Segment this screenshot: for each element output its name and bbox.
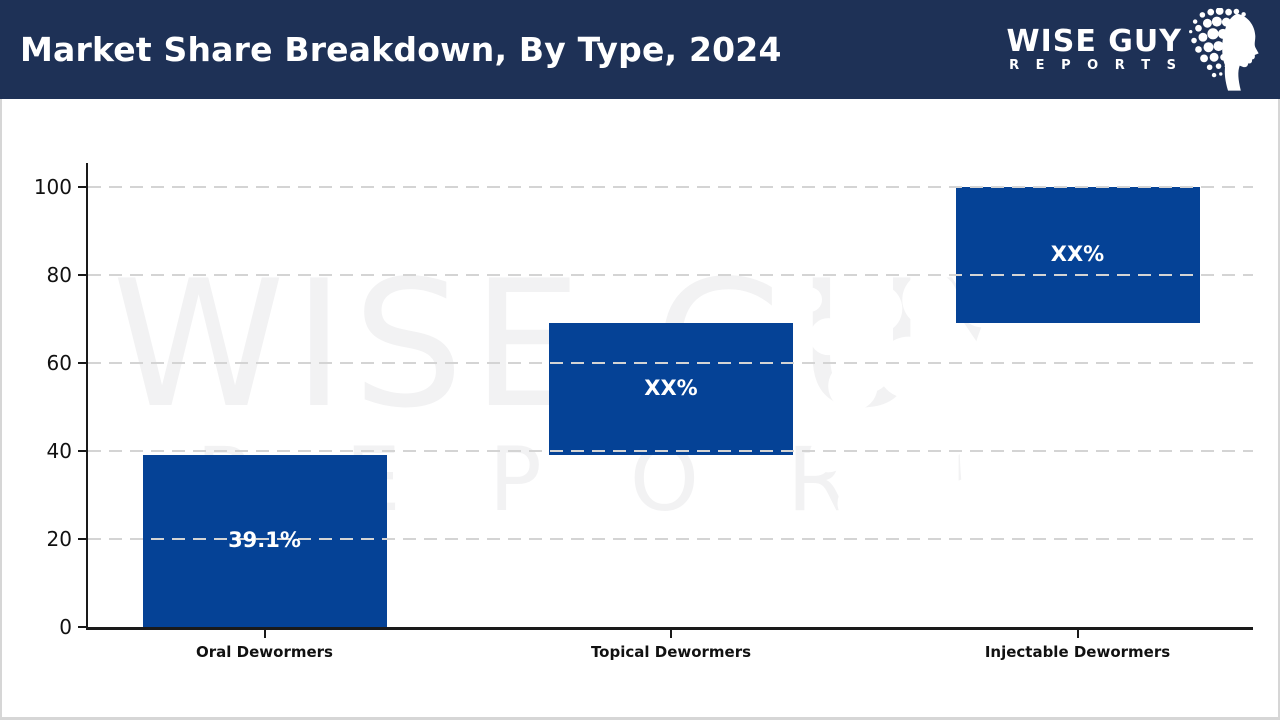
- frame-border-left: [0, 99, 2, 720]
- wiseguy-logo-subtitle: R E P O R T S: [1009, 58, 1182, 74]
- frame-border-bottom: [0, 717, 1280, 720]
- y-axis-tick: [78, 626, 88, 628]
- x-axis-tick: [670, 627, 672, 638]
- y-axis-tick-label: 0: [59, 615, 72, 639]
- wiseguy-logo-name: WISE GUY: [1006, 23, 1182, 59]
- x-axis-line: [86, 627, 1253, 630]
- x-axis-category-label: Injectable Dewormers: [984, 643, 1171, 661]
- header-bar: Market Share Breakdown, By Type, 2024 WI…: [0, 0, 1280, 99]
- page-title: Market Share Breakdown, By Type, 2024: [20, 30, 782, 69]
- y-axis-tick-label: 80: [46, 263, 72, 287]
- gridline: [88, 274, 1253, 276]
- y-axis-tick: [78, 274, 88, 276]
- plot-area: 0 20 40 60 80 100 39.1% Oral Dewormers XX% Topica…: [34, 163, 1253, 661]
- x-axis-category-label: Oral Dewormers: [196, 643, 333, 661]
- y-axis-tick: [78, 450, 88, 452]
- bar-segment: [955, 187, 1200, 324]
- wiseguy-face-icon: [1189, 7, 1259, 91]
- bar-segment: [142, 454, 387, 627]
- y-axis-tick: [78, 538, 88, 540]
- y-axis-tick-label: 60: [46, 351, 72, 375]
- x-axis-category-label: Topical Dewormers: [590, 643, 752, 661]
- x-axis-tick: [263, 627, 266, 638]
- bar-segment: [549, 323, 793, 456]
- gridline: [88, 538, 1253, 540]
- bar-value-label: XX%: [644, 376, 698, 401]
- y-axis-tick-label: 40: [46, 439, 72, 463]
- y-axis-tick: [78, 186, 88, 188]
- wiseguy-logo: WISE GUY R E P O R T S: [1006, 7, 1262, 92]
- frame-border-right: [1278, 99, 1280, 720]
- x-axis-tick: [1076, 627, 1079, 638]
- y-axis-tick: [78, 362, 88, 364]
- gridline: [88, 450, 1253, 452]
- wiseguy-logo-text: WISE GUY R E P O R T S: [1006, 26, 1182, 74]
- bar-value-label: 39.1%: [228, 527, 301, 552]
- y-axis-tick-label: 100: [33, 175, 72, 199]
- gridline: [88, 186, 1253, 188]
- y-axis-tick-label: 20: [46, 527, 72, 551]
- gridline: [88, 362, 1253, 364]
- bar-value-label: XX%: [1050, 242, 1105, 267]
- y-axis-spine: [86, 163, 88, 630]
